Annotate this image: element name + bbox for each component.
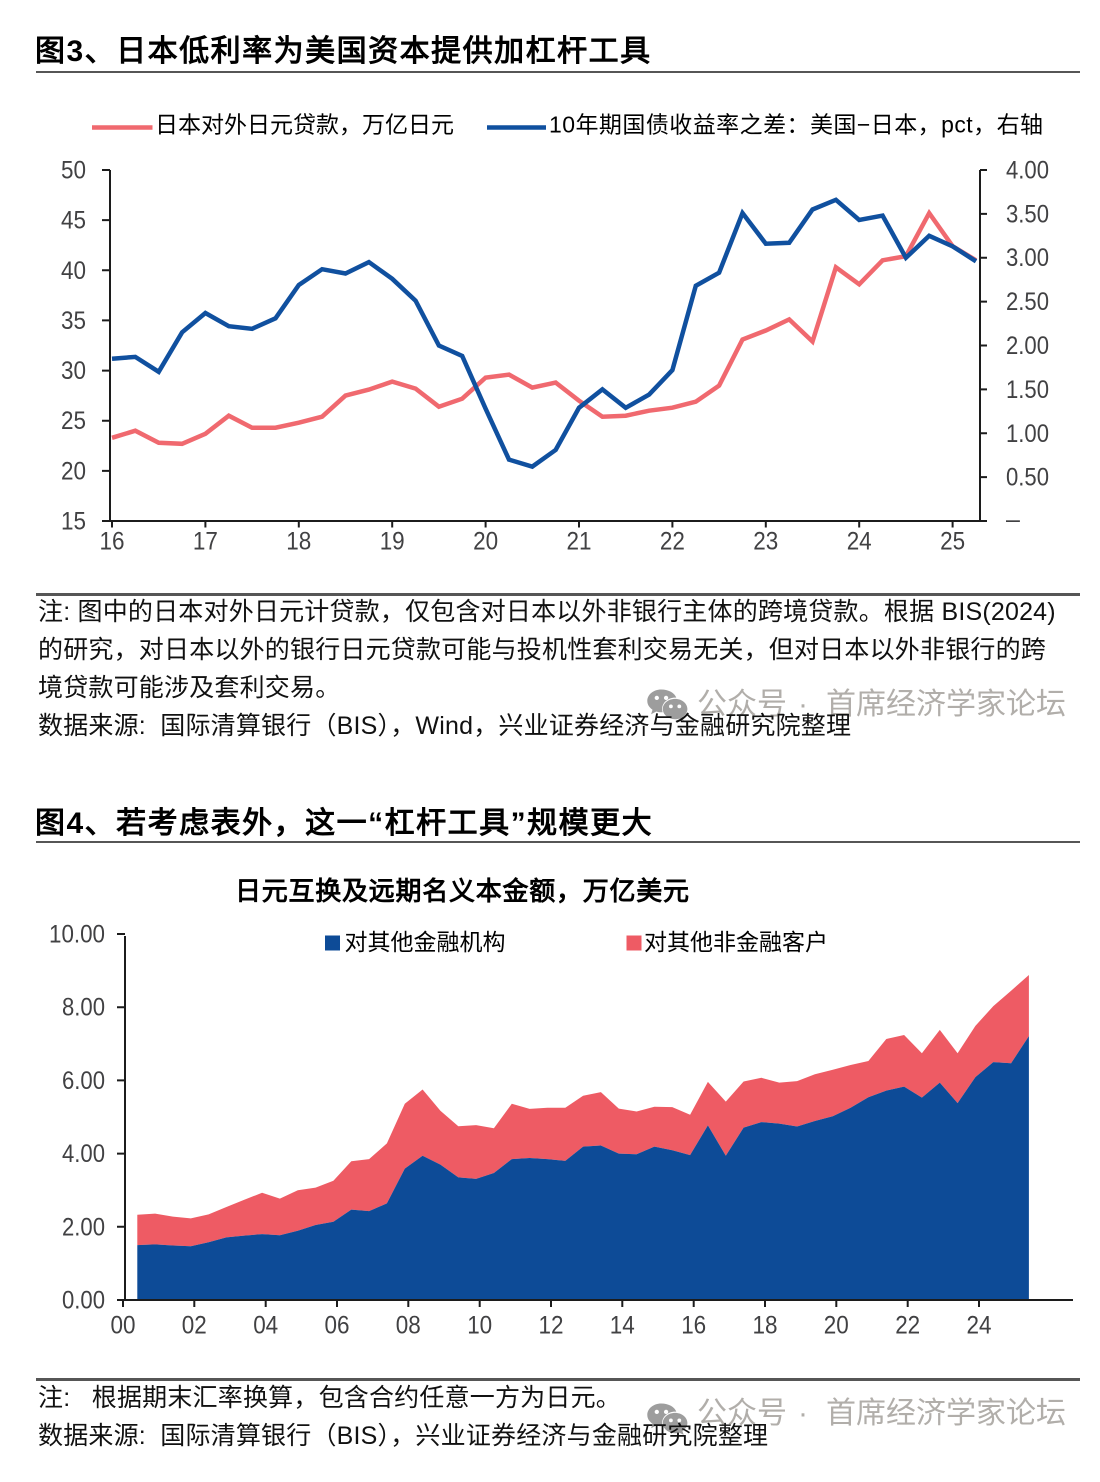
svg-text:19: 19 bbox=[380, 528, 405, 556]
svg-text:4.00: 4.00 bbox=[1006, 157, 1049, 185]
svg-text:对其他非金融客户: 对其他非金融客户 bbox=[644, 929, 828, 955]
svg-text:16: 16 bbox=[100, 528, 125, 556]
svg-text:02: 02 bbox=[182, 1312, 207, 1340]
svg-text:对其他金融机构: 对其他金融机构 bbox=[345, 929, 506, 955]
svg-text:23: 23 bbox=[753, 528, 778, 556]
svg-text:17: 17 bbox=[193, 528, 218, 556]
svg-text:14: 14 bbox=[610, 1312, 635, 1340]
svg-text:24: 24 bbox=[967, 1312, 992, 1340]
svg-text:18: 18 bbox=[753, 1312, 778, 1340]
svg-text:3.00: 3.00 bbox=[1006, 244, 1049, 272]
svg-text:25: 25 bbox=[940, 528, 965, 556]
svg-text:06: 06 bbox=[325, 1312, 350, 1340]
svg-text:22: 22 bbox=[895, 1312, 920, 1340]
svg-text:25: 25 bbox=[61, 407, 86, 435]
svg-text:20: 20 bbox=[824, 1312, 849, 1340]
svg-text:10: 10 bbox=[467, 1312, 492, 1340]
svg-text:22: 22 bbox=[660, 528, 685, 556]
svg-text:35: 35 bbox=[61, 307, 86, 335]
svg-text:08: 08 bbox=[396, 1312, 421, 1340]
svg-text:2.00: 2.00 bbox=[1006, 332, 1049, 360]
svg-text:50: 50 bbox=[61, 157, 86, 185]
svg-text:24: 24 bbox=[847, 528, 872, 556]
svg-text:3.50: 3.50 bbox=[1006, 200, 1049, 228]
svg-text:2.50: 2.50 bbox=[1006, 288, 1049, 316]
svg-text:00: 00 bbox=[111, 1312, 136, 1340]
svg-text:04: 04 bbox=[253, 1312, 278, 1340]
svg-text:30: 30 bbox=[61, 357, 86, 385]
svg-text:15: 15 bbox=[61, 508, 86, 536]
svg-text:45: 45 bbox=[61, 207, 86, 235]
svg-text:1.50: 1.50 bbox=[1006, 376, 1049, 404]
svg-text:日本对外日元贷款，万亿日元: 日本对外日元贷款，万亿日元 bbox=[155, 112, 454, 138]
svg-text:2.00: 2.00 bbox=[62, 1213, 105, 1241]
svg-text:8.00: 8.00 bbox=[62, 994, 105, 1022]
svg-text:20: 20 bbox=[61, 457, 86, 485]
svg-text:10年期国债收益率之差：美国−日本，pct，右轴: 10年期国债收益率之差：美国−日本，pct，右轴 bbox=[549, 112, 1044, 138]
svg-text:16: 16 bbox=[681, 1312, 706, 1340]
svg-text:–: – bbox=[1006, 506, 1020, 534]
svg-text:20: 20 bbox=[473, 528, 498, 556]
svg-text:21: 21 bbox=[567, 528, 592, 556]
svg-text:0.50: 0.50 bbox=[1006, 464, 1049, 492]
svg-text:18: 18 bbox=[286, 528, 311, 556]
svg-text:10.00: 10.00 bbox=[49, 921, 105, 949]
svg-text:40: 40 bbox=[61, 257, 86, 285]
svg-text:6.00: 6.00 bbox=[62, 1067, 105, 1095]
svg-text:0.00: 0.00 bbox=[62, 1287, 105, 1315]
svg-text:1.00: 1.00 bbox=[1006, 420, 1049, 448]
svg-text:12: 12 bbox=[539, 1312, 564, 1340]
svg-text:4.00: 4.00 bbox=[62, 1140, 105, 1168]
